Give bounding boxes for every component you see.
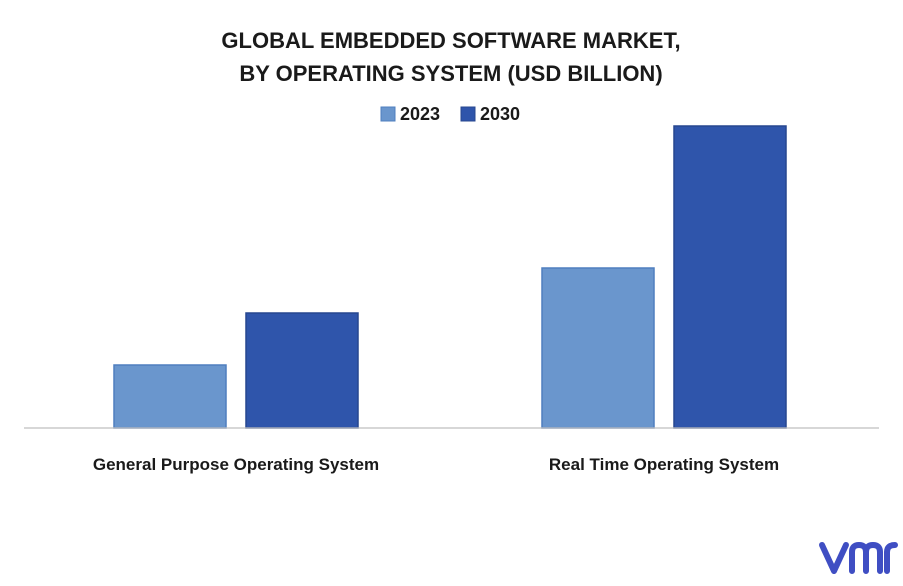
vmr-logo-icon: [819, 542, 898, 574]
chart-title: GLOBAL EMBEDDED SOFTWARE MARKET,: [221, 28, 680, 53]
legend-swatch-2030: [460, 106, 476, 122]
category-label: General Purpose Operating System: [93, 455, 379, 474]
category-label: Real Time Operating System: [549, 455, 779, 474]
legend-label-2030: 2030: [480, 104, 520, 124]
legend-swatch-2023: [380, 106, 396, 122]
chart-legend: 2023 2030: [380, 104, 520, 124]
bar-group: [113, 125, 787, 429]
bar-2030-0: [245, 312, 359, 429]
bar-2023-1: [541, 267, 655, 429]
legend-label-2023: 2023: [400, 104, 440, 124]
chart-subtitle: BY OPERATING SYSTEM (USD BILLION): [239, 61, 662, 86]
bar-2023-0: [113, 364, 227, 429]
bar-2030-1: [673, 125, 787, 429]
category-labels: General Purpose Operating System Real Tim…: [93, 455, 779, 474]
